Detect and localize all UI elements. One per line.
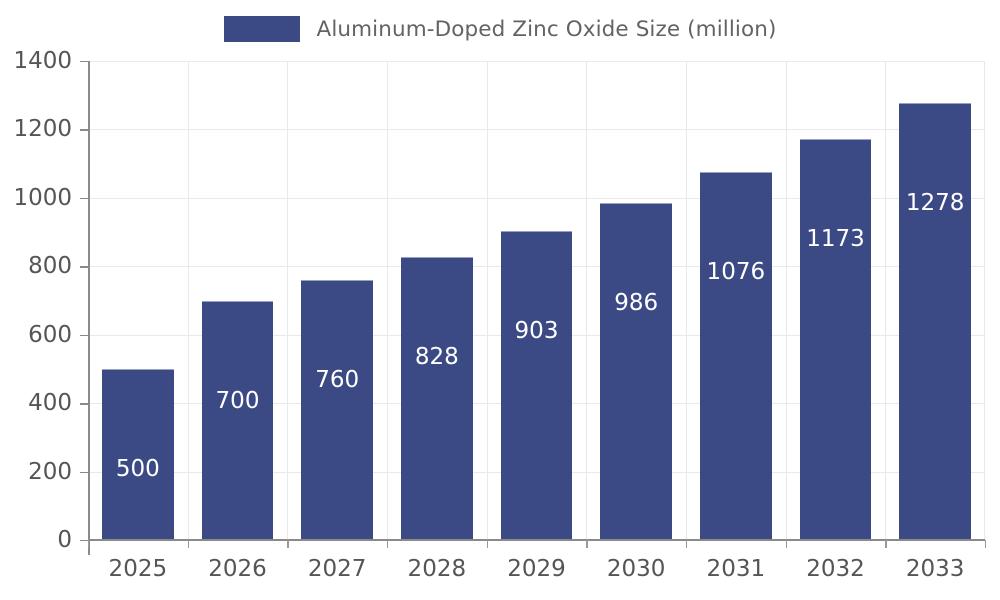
y-tick-mark: [80, 266, 88, 268]
x-tick-mark: [187, 540, 190, 548]
y-tick-label: 200: [28, 458, 72, 485]
bar[interactable]: [600, 202, 673, 541]
gridline-horizontal: [88, 129, 985, 131]
legend-color-swatch-icon: [223, 16, 300, 42]
y-tick-label: 400: [28, 390, 72, 417]
y-tick-label: 1000: [13, 184, 72, 211]
x-tick-label: 2025: [108, 556, 168, 582]
gridline-vertical: [785, 61, 787, 540]
x-tick-mark: [486, 540, 489, 548]
y-tick-mark: [80, 403, 88, 405]
legend-item-label: Aluminum-Doped Zinc Oxide Size (million): [316, 16, 777, 42]
gridline-horizontal: [88, 61, 985, 62]
bar[interactable]: [899, 102, 972, 541]
gridline-vertical: [885, 61, 887, 540]
y-tick-mark: [80, 540, 88, 542]
bar[interactable]: [799, 138, 872, 541]
y-tick-label: 600: [28, 321, 72, 348]
x-tick-mark: [686, 540, 688, 548]
y-tick-label: 1400: [13, 48, 72, 74]
y-tick-label: 800: [28, 253, 72, 280]
y-axis-line: [88, 61, 90, 555]
y-tick-label: 1200: [13, 116, 72, 143]
gridline-vertical: [387, 61, 388, 540]
x-tick-label: 2033: [905, 556, 965, 582]
chart-legend: Aluminum-Doped Zinc Oxide Size (million): [0, 8, 1000, 50]
x-tick-label: 2032: [806, 556, 865, 582]
bar[interactable]: [500, 231, 573, 541]
x-tick-label: 2029: [507, 556, 566, 582]
x-tick-label: 2026: [208, 556, 267, 582]
x-tick-mark: [985, 540, 987, 548]
y-tick-mark: [80, 197, 88, 200]
x-tick-label: 2028: [407, 556, 467, 582]
x-tick-mark: [387, 540, 389, 548]
gridline-vertical: [586, 61, 588, 540]
gridline-vertical: [486, 61, 488, 540]
legend-item-aluminum-doped-zinc-oxide-size[interactable]: Aluminum-Doped Zinc Oxide Size (million): [223, 16, 777, 42]
x-tick-label: 2027: [307, 556, 367, 582]
y-tick-label: 0: [57, 527, 72, 553]
x-tick-label: 2030: [606, 556, 666, 582]
x-tick-mark: [287, 540, 289, 548]
gridline-vertical: [984, 61, 985, 540]
gridline-vertical: [686, 61, 687, 540]
bar[interactable]: [301, 279, 374, 541]
x-tick-mark: [88, 540, 90, 548]
y-tick-mark: [80, 61, 88, 63]
y-tick-mark: [80, 471, 88, 473]
bar[interactable]: [400, 256, 473, 541]
gridline-vertical: [287, 61, 289, 540]
y-tick-mark: [80, 334, 88, 337]
x-tick-label: 2031: [706, 556, 766, 582]
x-tick-mark: [586, 540, 588, 548]
bar[interactable]: [201, 300, 274, 541]
gridline-vertical: [187, 61, 189, 540]
x-axis-line: [88, 539, 985, 541]
bar[interactable]: [101, 368, 174, 541]
gridline-horizontal: [88, 197, 985, 199]
y-tick-mark: [80, 129, 88, 131]
x-tick-mark: [885, 540, 887, 548]
bar[interactable]: [699, 171, 772, 541]
plot-area: 500 700 760 828 903 986 1076 1173 1278: [88, 61, 985, 541]
x-tick-mark: [785, 540, 788, 548]
